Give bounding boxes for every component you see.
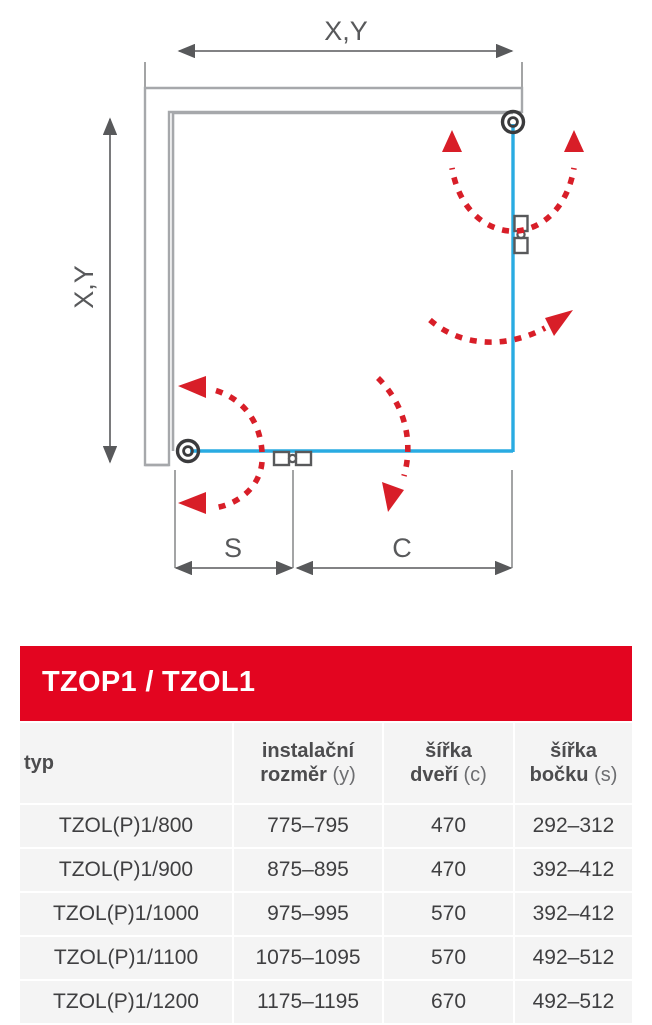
cell-door-width: 570 xyxy=(384,937,515,979)
cell-side-width: 292–312 xyxy=(515,805,632,847)
cell-side-width: 492–512 xyxy=(515,981,632,1023)
column-header-door-line1: šířka xyxy=(425,739,472,762)
top-dimension-label: X,Y xyxy=(324,16,368,46)
top-dimension-group: X,Y xyxy=(144,16,523,88)
column-header-door-unit: (c) xyxy=(463,764,487,786)
column-header-type-line1: typ xyxy=(24,751,54,774)
cell-type: TZOL(P)1/1100 xyxy=(20,937,234,979)
cell-side-width: 492–512 xyxy=(515,937,632,979)
door-handle-horizontal-icon xyxy=(272,450,313,467)
page-title: TZOP1 / TZOL1 xyxy=(42,666,256,698)
table-row: TZOL(P)1/1000 975–995 570 392–412 xyxy=(20,893,632,935)
table-row: TZOL(P)1/1100 1075–1095 570 492–512 xyxy=(20,937,632,979)
column-header-side-unit: (s) xyxy=(594,764,618,786)
cell-type: TZOL(P)1/900 xyxy=(20,849,234,891)
shower-enclosure-diagram: X,Y X,Y xyxy=(69,16,584,576)
column-header-side-width: šířka bočku (s) xyxy=(515,723,632,803)
column-header-installation-size: instalační rozměr (y) xyxy=(234,723,384,803)
pivot-hinge-top-icon xyxy=(500,109,526,135)
table-row: TZOL(P)1/1200 1175–1195 670 492–512 xyxy=(20,981,632,1023)
swing-arrow-top-right-icon xyxy=(516,130,584,234)
swing-arrow-middle-right-icon xyxy=(428,310,573,345)
column-header-side-line2: bočku xyxy=(529,764,595,786)
swing-arrow-bottom-upper-left-icon xyxy=(178,376,265,453)
cell-side-width: 392–412 xyxy=(515,893,632,935)
column-header-installation-line1: instalační xyxy=(261,739,355,762)
column-header-type: typ xyxy=(20,723,234,803)
cell-installation-size: 775–795 xyxy=(234,805,384,847)
cell-installation-size: 1075–1095 xyxy=(234,937,384,979)
door-handle-vertical-icon xyxy=(513,214,529,255)
inner-frame-profile xyxy=(171,111,513,451)
bottom-dimension-group: S C xyxy=(174,470,513,576)
cell-side-width: 392–412 xyxy=(515,849,632,891)
table-row: TZOL(P)1/900 875–895 470 392–412 xyxy=(20,849,632,891)
spec-title-bar: TZOP1 / TZOL1 xyxy=(20,646,632,721)
cell-door-width: 670 xyxy=(384,981,515,1023)
cell-installation-size: 1175–1195 xyxy=(234,981,384,1023)
outer-wall-frame xyxy=(143,86,524,467)
swing-arrow-top-left-icon xyxy=(442,130,510,234)
specification-table: typ instalační rozměr (y) šířka dveří (c… xyxy=(20,721,632,1025)
column-header-installation-unit: (y) xyxy=(332,764,356,786)
door-dimension-label: C xyxy=(392,533,412,563)
column-header-door-line2: dveří xyxy=(410,764,464,786)
side-panel-dimension-label: S xyxy=(224,533,242,563)
table-row: TZOL(P)1/800 775–795 470 292–312 xyxy=(20,805,632,847)
swing-arrows-group xyxy=(178,130,584,514)
left-dimension-label: X,Y xyxy=(69,265,99,309)
column-header-side-line1: šířka xyxy=(550,739,597,762)
cell-installation-size: 875–895 xyxy=(234,849,384,891)
cell-type: TZOL(P)1/1000 xyxy=(20,893,234,935)
table-header-row: typ instalační rozměr (y) šířka dveří (c… xyxy=(20,723,632,803)
swing-arrow-center-down-icon xyxy=(376,376,411,512)
cell-type: TZOL(P)1/1200 xyxy=(20,981,234,1023)
diagram-canvas: X,Y X,Y xyxy=(69,16,584,576)
cell-door-width: 470 xyxy=(384,805,515,847)
cell-door-width: 470 xyxy=(384,849,515,891)
pivot-hinge-bottom-icon xyxy=(175,438,201,464)
column-header-installation-line2: rozměr xyxy=(260,764,333,786)
cell-installation-size: 975–995 xyxy=(234,893,384,935)
cell-type: TZOL(P)1/800 xyxy=(20,805,234,847)
column-header-door-width: šířka dveří (c) xyxy=(384,723,515,803)
cell-door-width: 570 xyxy=(384,893,515,935)
swing-arrow-bottom-lower-left-icon xyxy=(178,461,265,514)
left-dimension-group: X,Y xyxy=(69,117,118,464)
specification-panel: TZOP1 / TZOL1 typ instalační rozměr (y) … xyxy=(0,620,652,1023)
